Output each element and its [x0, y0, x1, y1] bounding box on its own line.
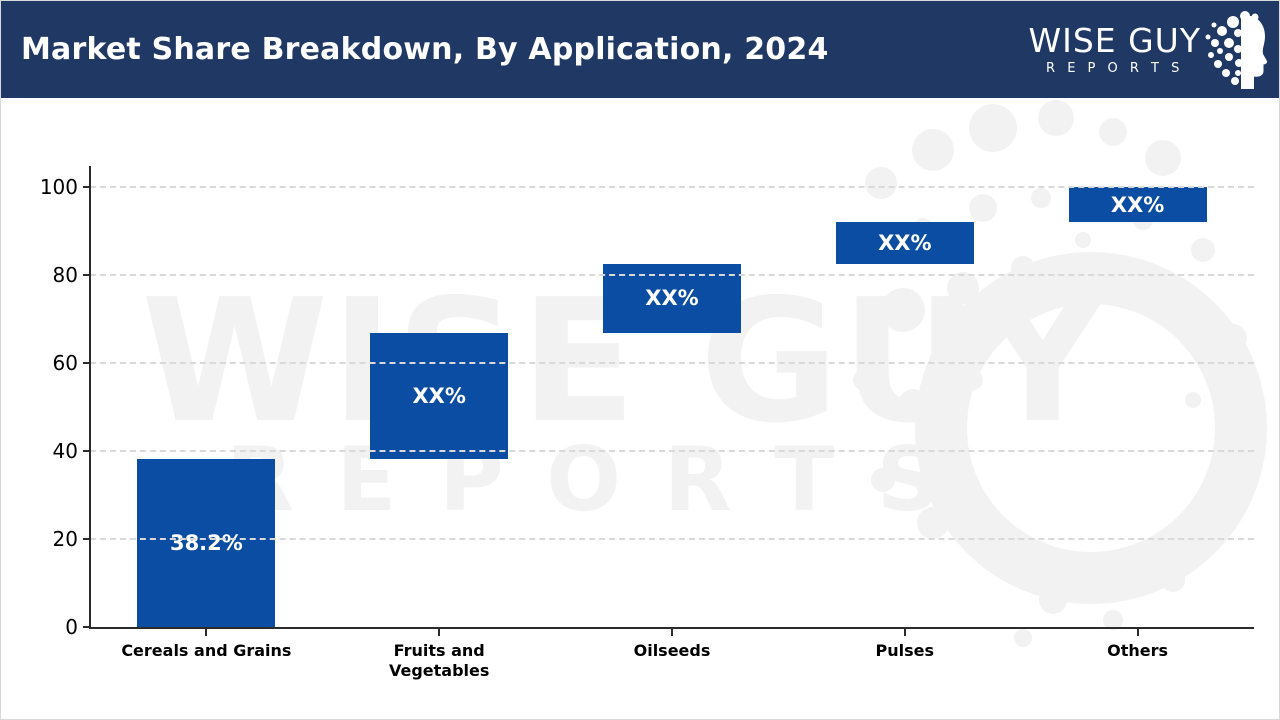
x-axis-category-label: Pulses	[875, 641, 935, 660]
wise-guy-logo: WISE GUY R E P O R T S	[1028, 9, 1269, 91]
bar-pulses: XX%	[835, 222, 974, 264]
x-axis-tick-mark	[671, 629, 673, 636]
logo-subtext: R E P O R T S	[1046, 60, 1184, 76]
y-axis-tick-label: 20	[52, 527, 78, 551]
x-axis-tick-mark	[1136, 629, 1139, 636]
header: Market Share Breakdown, By Application, …	[1, 1, 1279, 98]
y-axis-tick-mark	[83, 450, 90, 452]
x-axis-category-label: Cereals and Grains	[121, 641, 292, 660]
gridline	[90, 274, 1254, 276]
y-axis-tick-mark	[83, 274, 90, 276]
y-axis-line	[89, 166, 91, 629]
y-axis-tick-mark	[83, 362, 90, 364]
x-axis-category-label: Oilseeds	[633, 641, 711, 660]
x-axis-tick-mark	[205, 629, 208, 636]
y-axis-tick-mark	[83, 538, 90, 540]
gridline	[90, 450, 1254, 452]
bar-value-label: 38.2%	[169, 530, 243, 555]
y-axis-tick-label: 60	[52, 351, 78, 375]
y-axis-tick-mark	[83, 626, 90, 628]
gridline	[90, 538, 1254, 540]
y-axis-tick-mark	[83, 186, 90, 188]
x-axis-category-label: Fruits and Vegetables	[388, 641, 490, 680]
bar-value-label: XX%	[1110, 192, 1165, 217]
bar-others: XX%	[1068, 187, 1207, 223]
x-axis-tick-mark	[438, 629, 441, 636]
bar-value-label: XX%	[645, 286, 699, 311]
gridline	[90, 186, 1254, 188]
watermark-head-icon	[853, 100, 1267, 647]
bar-value-label: XX%	[878, 230, 932, 255]
bar-cereals-and-grains: 38.2%	[137, 458, 276, 627]
logo-head-icon	[1205, 10, 1268, 89]
x-axis-category-label: Others	[1107, 641, 1169, 660]
x-axis-line	[89, 627, 1254, 629]
gridline	[90, 362, 1254, 364]
chart-title: Market Share Breakdown, By Application, …	[21, 32, 829, 67]
watermark-subtext: R E P O R T S	[226, 428, 947, 531]
chart-area: WISE GUY R E P O R T S 0 20 40 60 80 100 38.2%…	[1, 98, 1279, 718]
y-axis-tick-label: 40	[52, 439, 78, 463]
x-axis-tick-mark	[903, 629, 906, 636]
logo-text: WISE GUY R E P O R T S	[1028, 24, 1201, 76]
bar-value-label: XX%	[412, 383, 466, 408]
y-axis-tick-label: 80	[52, 263, 78, 287]
y-axis-tick-label: 0	[65, 615, 78, 639]
logo-wordmark: WISE GUY	[1028, 20, 1201, 60]
y-axis-tick-label: 100	[39, 175, 78, 199]
bar-fruits-and-vegetables: XX%	[370, 333, 509, 459]
